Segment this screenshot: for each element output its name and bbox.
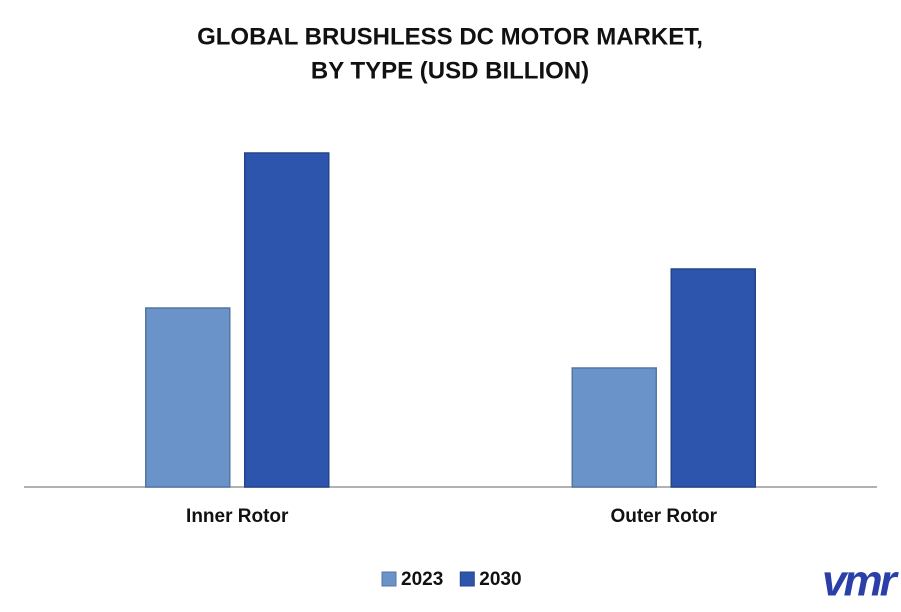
chart-title: GLOBAL BRUSHLESS DC MOTOR MARKET, <box>197 23 703 50</box>
chart-title: BY TYPE (USD BILLION) <box>311 57 589 84</box>
bar <box>670 268 756 488</box>
legend-label: 2030 <box>479 569 521 590</box>
legend-label: 2023 <box>401 569 443 590</box>
bar <box>244 152 330 488</box>
x-tick-label: Inner Rotor <box>186 506 289 527</box>
legend-swatch <box>381 571 397 587</box>
logo: vmr <box>822 557 900 606</box>
x-tick-label: Outer Rotor <box>610 506 717 527</box>
bar <box>571 367 657 488</box>
legend-swatch <box>459 571 475 587</box>
bar <box>145 307 231 488</box>
